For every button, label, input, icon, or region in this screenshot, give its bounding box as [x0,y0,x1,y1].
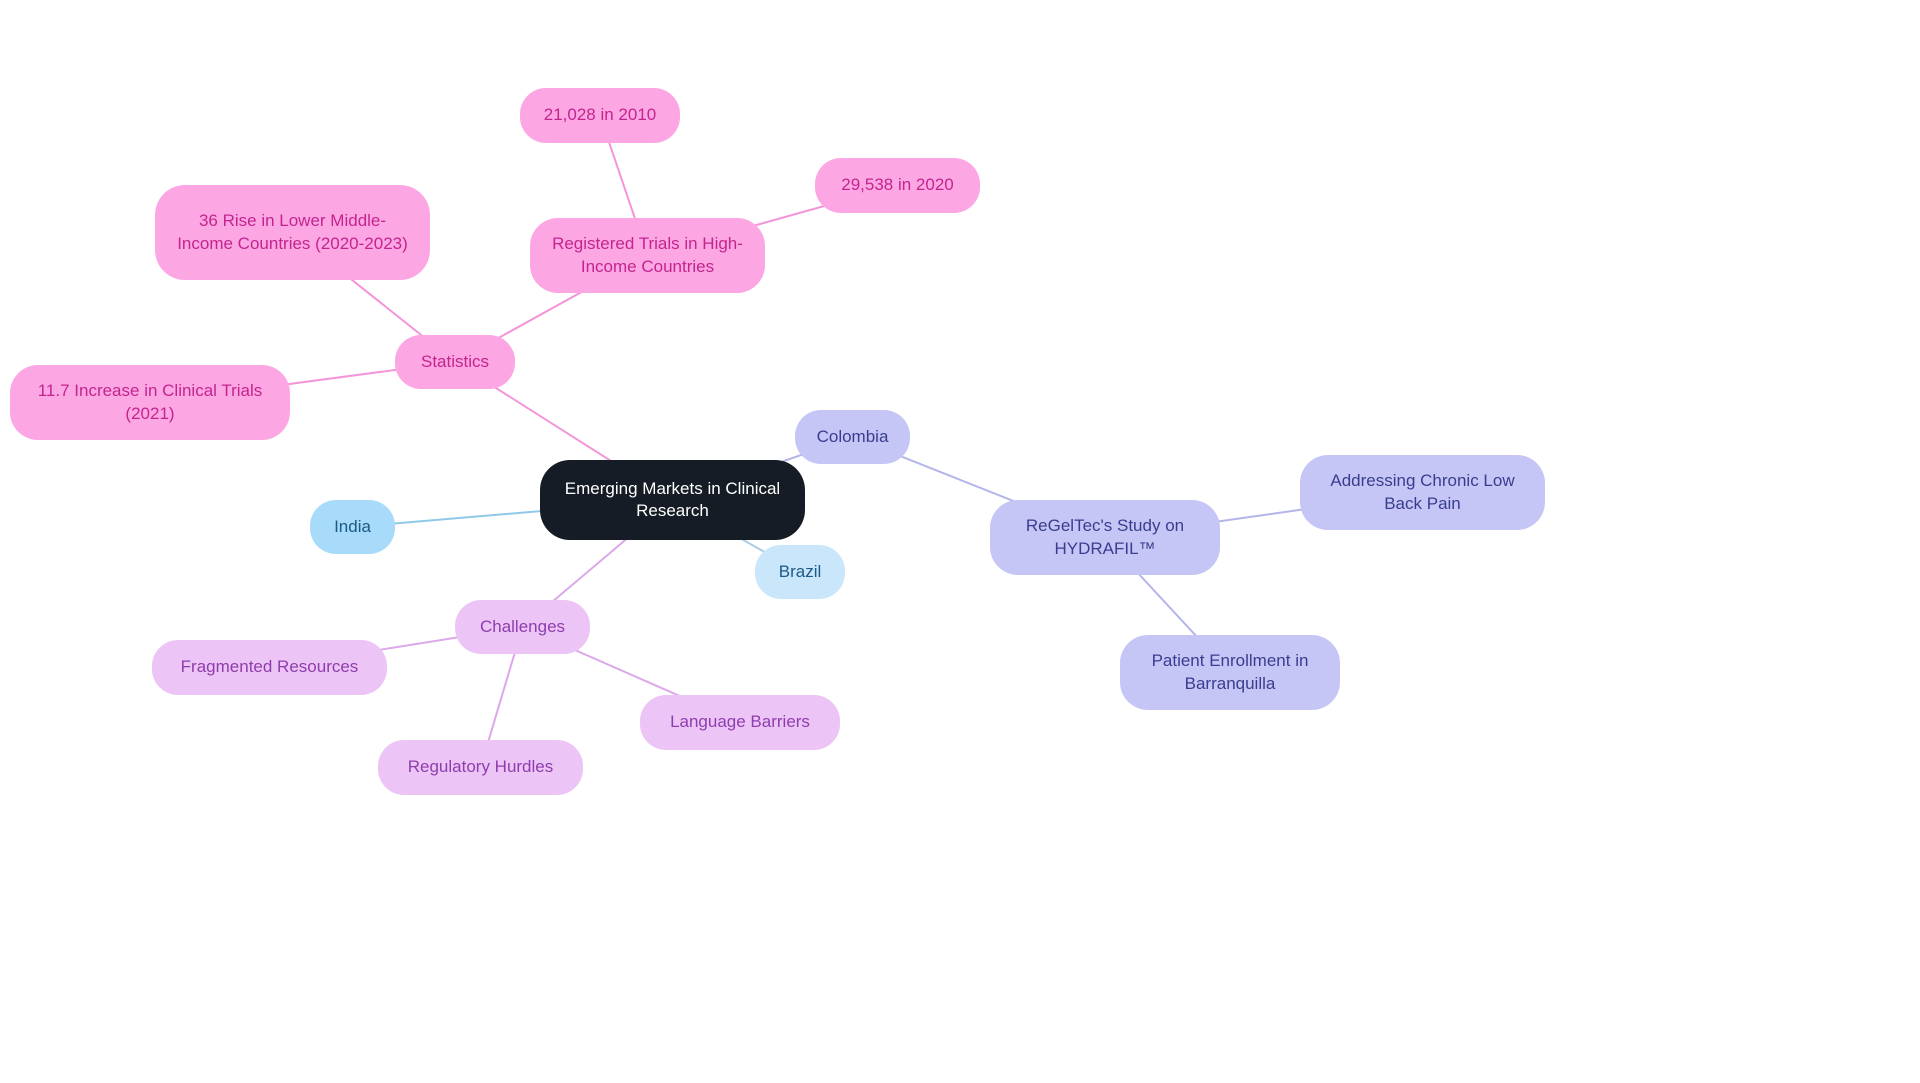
node-t2010: 21,028 in 2010 [520,88,680,143]
node-chronic: Addressing Chronic Low Back Pain [1300,455,1545,530]
node-enrollment: Patient Enrollment in Barranquilla [1120,635,1340,710]
node-language: Language Barriers [640,695,840,750]
node-regeltec: ReGelTec's Study on HYDRAFIL™ [990,500,1220,575]
node-brazil: Brazil [755,545,845,599]
node-registered: Registered Trials in High-Income Countri… [530,218,765,293]
node-regulatory: Regulatory Hurdles [378,740,583,795]
node-t2020: 29,538 in 2020 [815,158,980,213]
node-colombia: Colombia [795,410,910,464]
node-fragmented: Fragmented Resources [152,640,387,695]
node-india: India [310,500,395,554]
node-rise36: 36 Rise in Lower Middle-Income Countries… [155,185,430,280]
node-increase117: 11.7 Increase in Clinical Trials (2021) [10,365,290,440]
node-statistics: Statistics [395,335,515,389]
node-root: Emerging Markets in Clinical Research [540,460,805,540]
node-challenges: Challenges [455,600,590,654]
